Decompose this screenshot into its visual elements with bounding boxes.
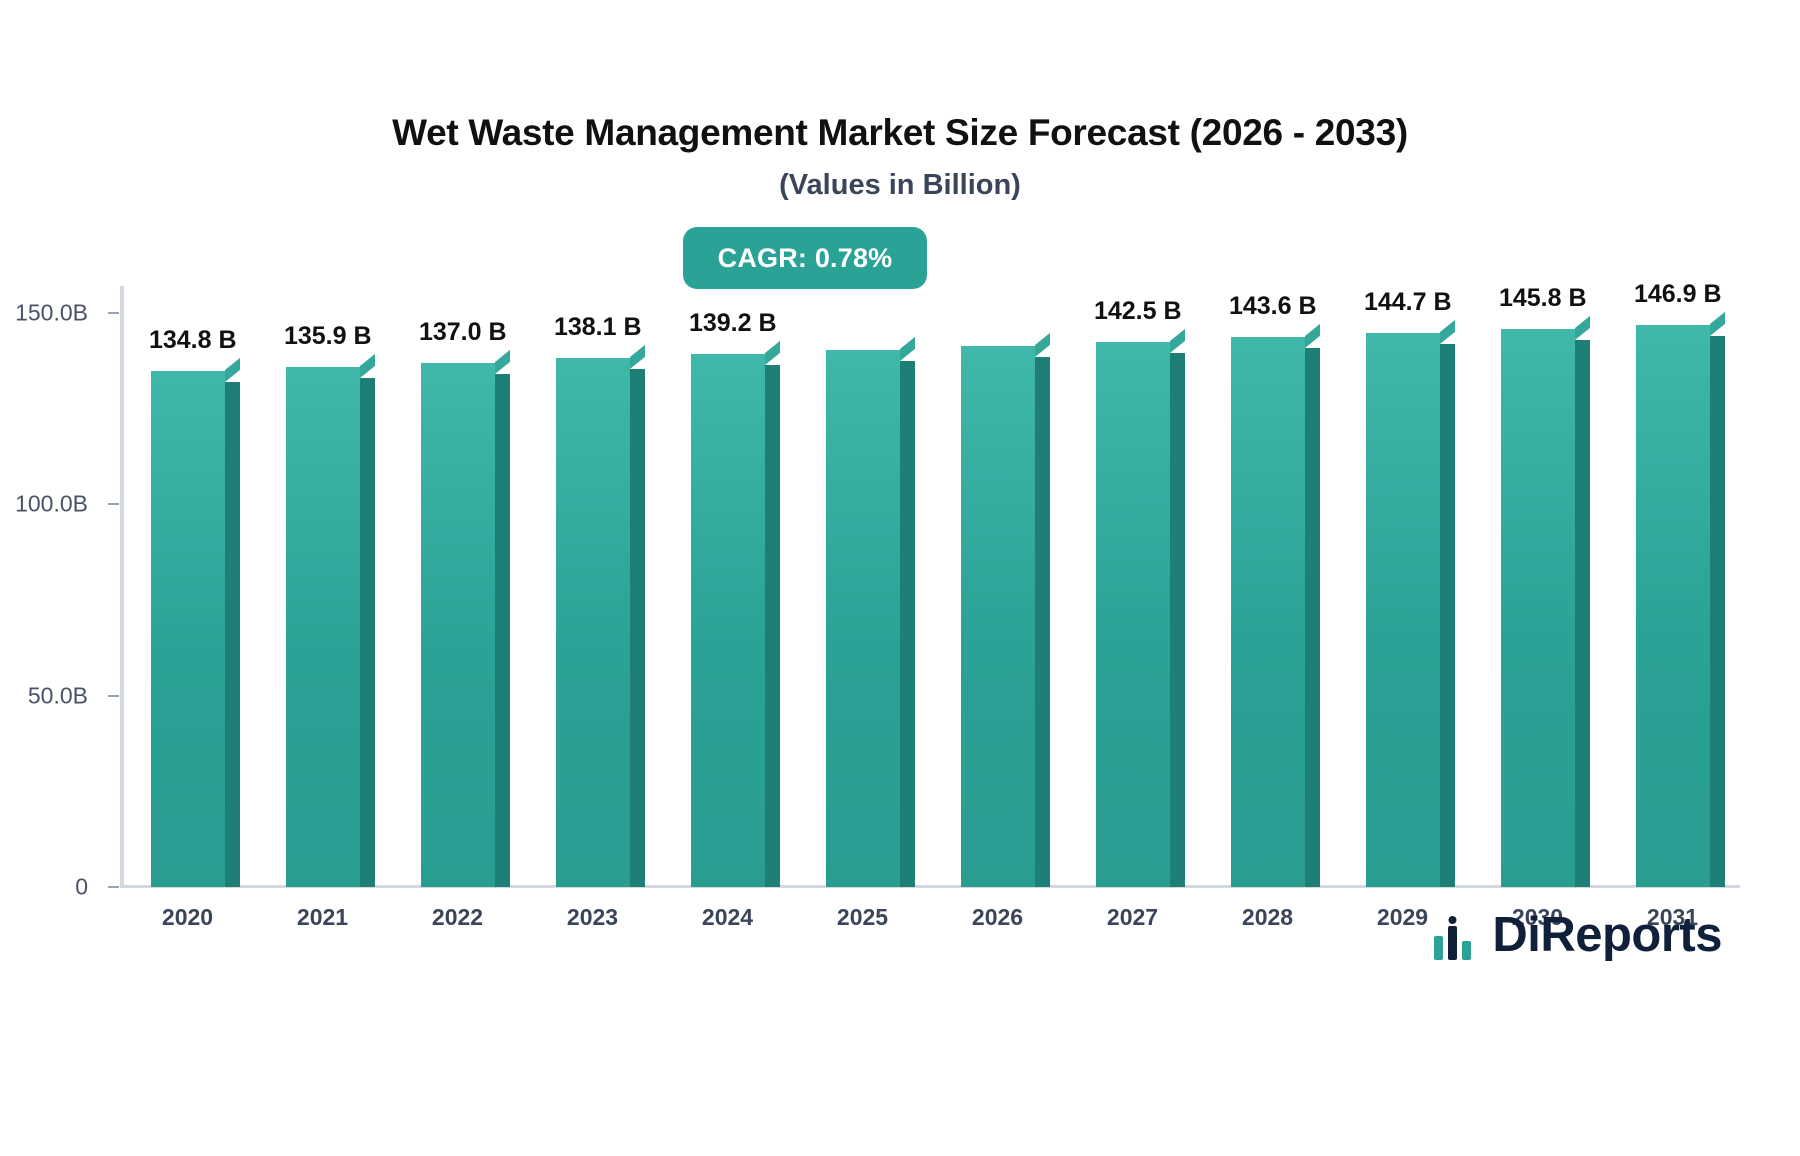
bar-side-face: [1034, 356, 1050, 887]
cagr-badge: CAGR: 0.78%: [683, 227, 927, 289]
bar-top-face: [359, 353, 375, 378]
bar-side-face: [494, 373, 510, 887]
bar-2027[interactable]: 142.5 B: [1094, 297, 1185, 887]
bar-side-face: [1169, 352, 1185, 887]
bar-side-face: [1574, 339, 1590, 887]
bar-value-label: 146.9 B: [1633, 279, 1722, 308]
y-axis-label-50.0B: 50.0B: [27, 682, 88, 709]
bar-value-label: 144.7 B: [1363, 288, 1452, 317]
bar-top-face: [494, 349, 510, 374]
bar-value-label: 142.5 B: [1093, 296, 1182, 325]
bar-side-face: [899, 360, 915, 887]
bar-side-face: [224, 381, 240, 887]
bar-front-face: [150, 370, 225, 887]
bar-top-face: [1034, 332, 1050, 357]
bar-side-face: [1709, 335, 1725, 887]
x-axis-label-2030: 2030: [1511, 904, 1564, 930]
bar-2022[interactable]: 137.0 B: [419, 318, 510, 887]
bar-value-label: 139.2 B: [688, 309, 777, 338]
bar-side-face: [629, 369, 645, 887]
bar-front-face: [690, 354, 765, 887]
y-axis-tick: [108, 886, 119, 888]
bar-2025[interactable]: [825, 336, 915, 887]
x-axis-label-2028: 2028: [1241, 904, 1294, 930]
bar-top-face: [1574, 315, 1590, 340]
bar-front-face: [825, 349, 900, 887]
x-axis-label-2024: 2024: [701, 904, 754, 930]
bar-front-face: [285, 366, 360, 887]
brand-logo: DiReports: [1432, 911, 1722, 960]
bar-front-face: [555, 358, 630, 887]
bar-top-face: [1169, 328, 1185, 353]
bar-side-face: [764, 365, 780, 887]
bar-2024[interactable]: 139.2 B: [689, 309, 780, 887]
y-axis-label-0: 0: [75, 873, 88, 900]
bar-2031[interactable]: 146.9 B: [1634, 280, 1725, 887]
bar-front-face: [1230, 337, 1305, 887]
chart-subtitle: (Values in Billion): [779, 169, 1021, 201]
bar-chart-icon: [1434, 916, 1472, 960]
bar-side-face: [359, 377, 375, 887]
x-axis-line: [120, 885, 1740, 888]
x-axis-label-2031: 2031: [1646, 904, 1699, 930]
bar-2029[interactable]: 144.7 B: [1364, 288, 1455, 887]
bar-side-face: [1304, 348, 1320, 887]
bar-front-face: [1635, 324, 1710, 887]
bar-value-label: 137.0 B: [418, 317, 507, 346]
x-axis-label-2022: 2022: [431, 904, 484, 930]
bar-2030[interactable]: 145.8 B: [1499, 284, 1590, 887]
bar-2026[interactable]: [960, 332, 1050, 887]
bar-top-face: [1439, 319, 1455, 345]
x-axis-label-2023: 2023: [566, 904, 619, 930]
bar-top-face: [224, 357, 240, 382]
bar-2023[interactable]: 138.1 B: [554, 313, 645, 887]
bar-top-face: [899, 336, 915, 361]
x-axis-label-2021: 2021: [296, 904, 349, 930]
logo-text: DiReports: [1492, 908, 1722, 962]
bar-front-face: [960, 345, 1035, 887]
x-axis-label-2029: 2029: [1376, 904, 1429, 930]
bar-top-face: [1709, 311, 1725, 336]
x-axis-label-2025: 2025: [836, 904, 889, 930]
bar-top-face: [629, 345, 645, 370]
x-axis-label-2020: 2020: [161, 904, 214, 930]
bar-2021[interactable]: 135.9 B: [284, 322, 375, 887]
bar-value-label: 138.1 B: [553, 313, 642, 342]
y-axis-tick: [108, 694, 119, 697]
x-axis-label-2027: 2027: [1106, 904, 1159, 930]
bar-value-label: 135.9 B: [283, 321, 372, 350]
chart-title: Wet Waste Management Market Size Forecas…: [392, 112, 1408, 153]
bar-top-face: [1304, 324, 1320, 349]
bar-value-label: 134.8 B: [148, 325, 237, 354]
bar-top-face: [764, 340, 780, 366]
bar-front-face: [420, 362, 495, 887]
y-axis-line: [120, 286, 124, 887]
bar-value-label: 145.8 B: [1498, 283, 1587, 312]
y-axis-label-150.0B: 150.0B: [15, 299, 88, 326]
cagr-badge-label: CAGR: 0.78%: [717, 242, 893, 273]
y-axis-tick: [108, 311, 119, 314]
bar-side-face: [1439, 344, 1455, 887]
y-axis-tick: [108, 503, 119, 506]
bar-front-face: [1095, 341, 1170, 887]
x-axis-label-2026: 2026: [971, 904, 1024, 930]
bar-front-face: [1365, 333, 1440, 887]
bar-value-label: 143.6 B: [1228, 292, 1317, 321]
bar-2020[interactable]: 134.8 B: [149, 326, 240, 887]
plot-area: 134.8 B 135.9 B 137.0 B 138.1 B 139.2 B 142.5…: [120, 280, 1740, 930]
y-axis-label-100.0B: 100.0B: [15, 490, 88, 517]
bar-front-face: [1500, 328, 1575, 887]
bar-2028[interactable]: 143.6 B: [1229, 292, 1320, 887]
